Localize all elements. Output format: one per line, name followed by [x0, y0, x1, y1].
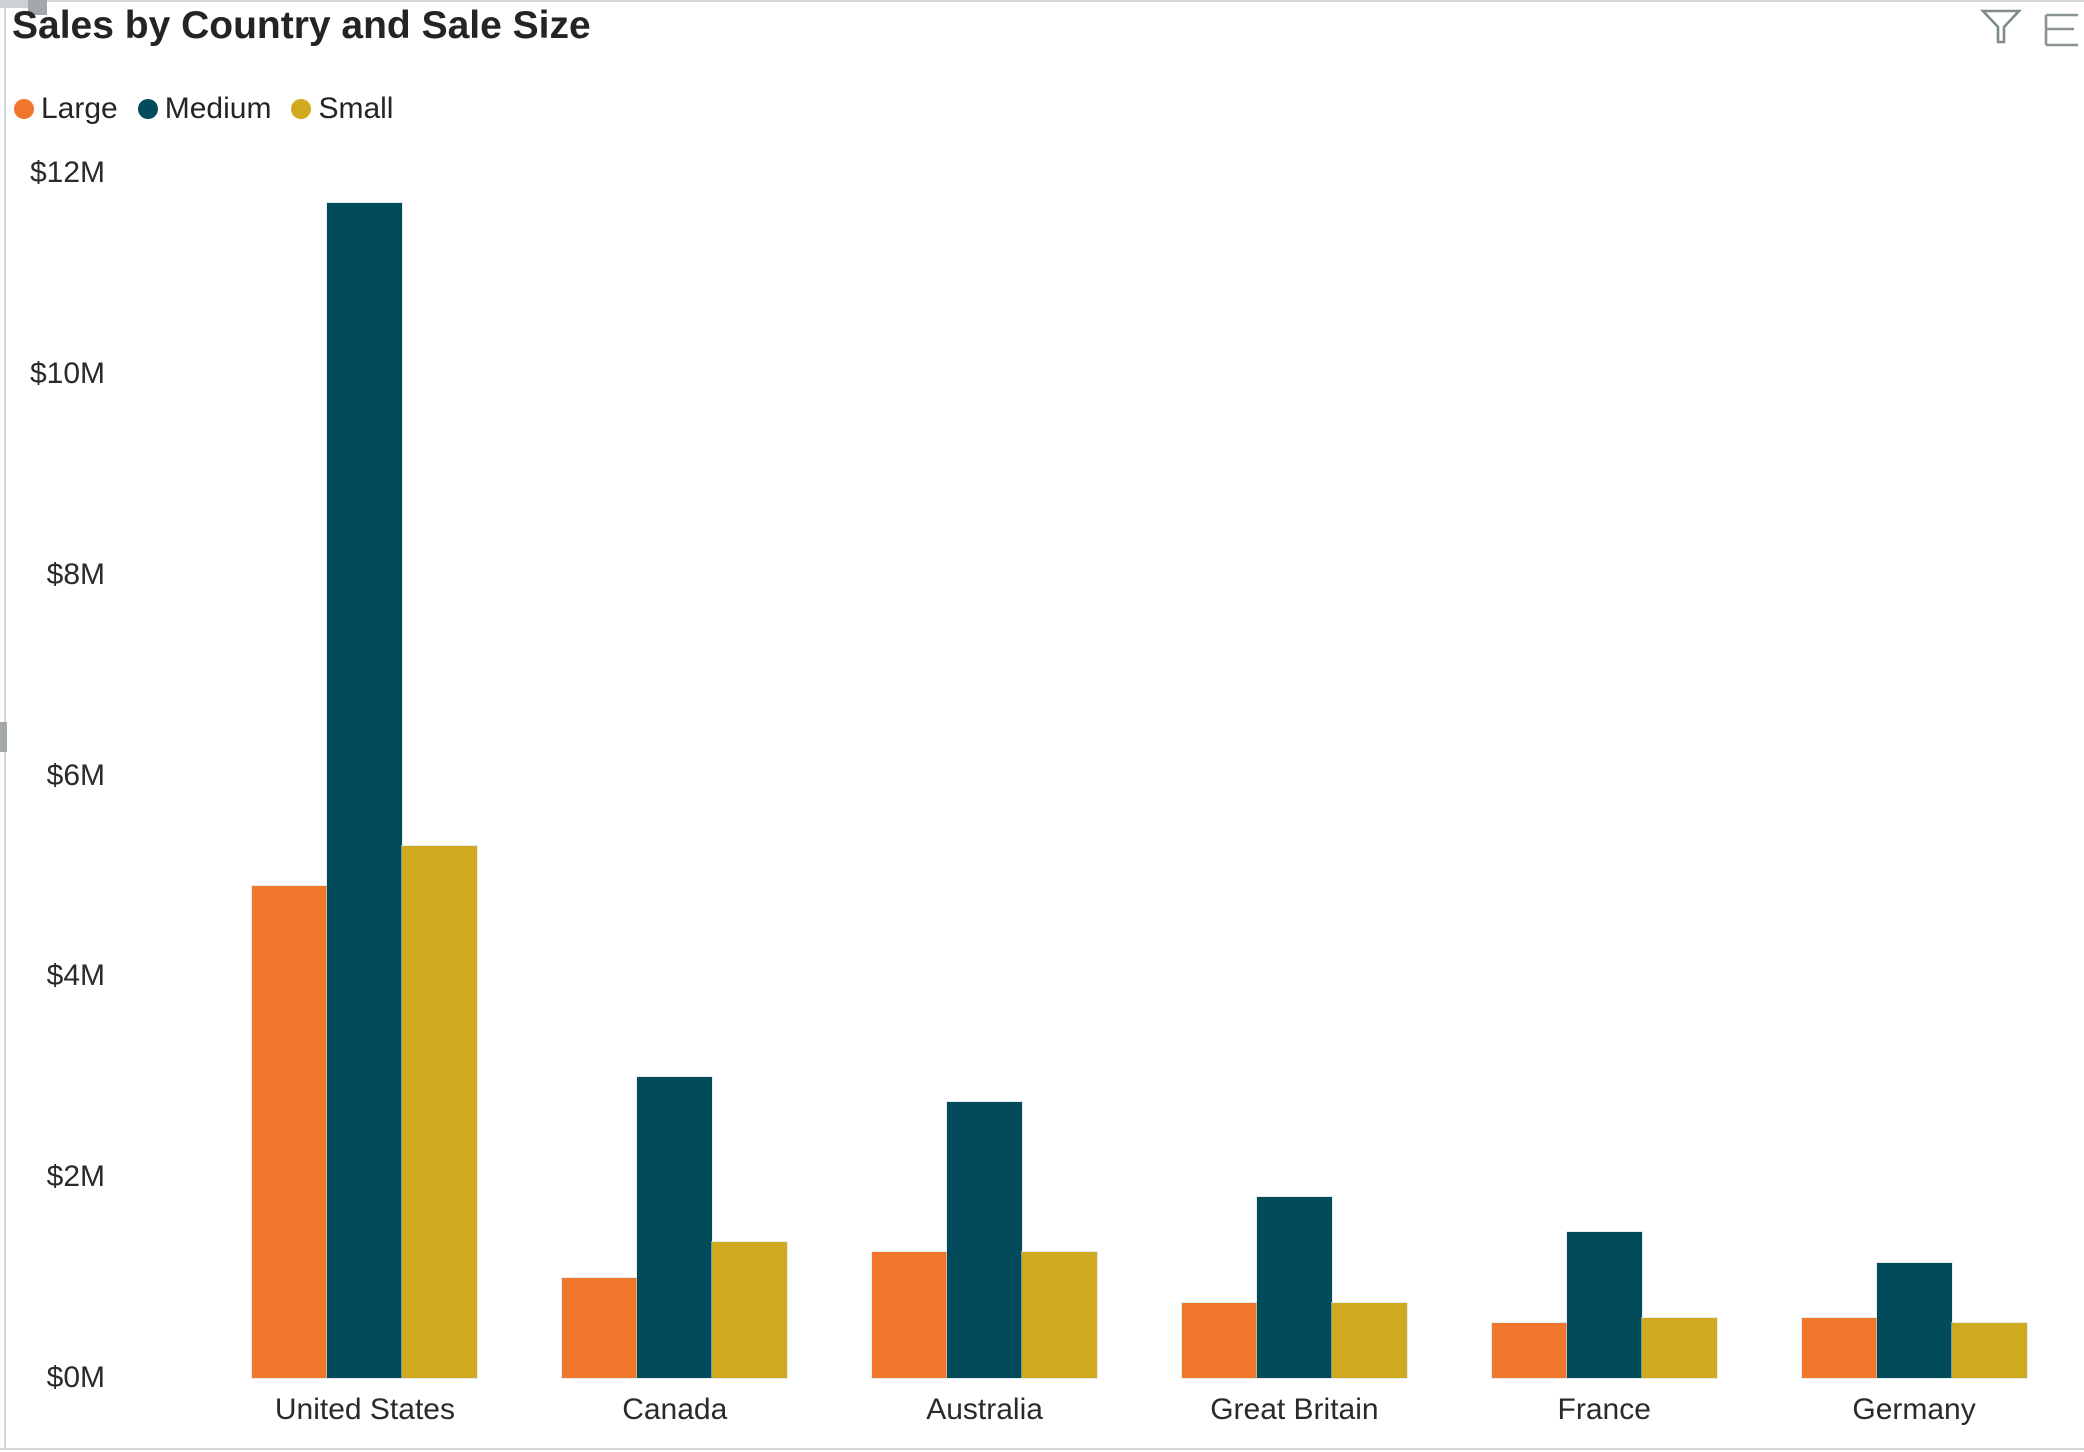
legend-dot-icon: [137, 99, 158, 119]
x-axis-category-label: France: [1557, 1393, 1651, 1426]
x-axis-category-label: Australia: [926, 1393, 1043, 1426]
y-axis: $12M $10M $8M $6M $4M $2M $0M: [0, 0, 105, 1452]
resize-handle-top-strip[interactable]: [0, 0, 38, 8]
legend-item-large[interactable]: Large: [14, 92, 118, 126]
bar-large-france[interactable]: [1491, 1322, 1567, 1378]
resize-handle-left-middle[interactable]: [0, 722, 7, 752]
bar-group-canada: [520, 173, 830, 1378]
y-axis-tick-label: $0M: [46, 1361, 105, 1394]
bar-large-great-britain[interactable]: [1181, 1302, 1257, 1378]
plot-area: [210, 173, 2069, 1378]
bar-group-great-britain: [1139, 173, 1449, 1378]
bar-medium-great-britain[interactable]: [1256, 1197, 1332, 1378]
legend-label: Large: [41, 92, 118, 125]
y-axis-tick-label: $6M: [46, 758, 105, 792]
bar-large-canada[interactable]: [562, 1277, 638, 1378]
bar-medium-germany[interactable]: [1876, 1262, 1952, 1378]
bar-group-germany: [1759, 173, 2069, 1378]
chart-title: Sales by Country and Sale Size: [12, 4, 591, 47]
legend-dot-icon: [14, 99, 34, 119]
x-axis: United States Canada Australia Great Britai…: [210, 1390, 2069, 1434]
legend: Large Medium Small: [14, 92, 393, 126]
bar-medium-australia[interactable]: [947, 1101, 1023, 1378]
bar-large-united-states[interactable]: [252, 885, 328, 1378]
bar-small-germany[interactable]: [1951, 1322, 2027, 1378]
selection-border-top: [0, 0, 2084, 2]
selection-border-bottom: [0, 1448, 2084, 1450]
x-axis-category-label: United States: [274, 1393, 455, 1426]
bar-small-united-states[interactable]: [402, 845, 478, 1378]
bar-small-great-britain[interactable]: [1331, 1302, 1407, 1378]
y-axis-tick-label: $10M: [29, 356, 105, 390]
bar-group-france: [1449, 173, 1759, 1378]
y-axis-tick-label: $2M: [46, 1160, 105, 1194]
y-axis-tick-label: $4M: [46, 959, 105, 993]
bar-large-germany[interactable]: [1801, 1317, 1877, 1378]
bar-medium-france[interactable]: [1566, 1232, 1642, 1378]
legend-item-small[interactable]: Small: [291, 92, 393, 126]
legend-label: Medium: [164, 92, 272, 125]
x-axis-category-label: Great Britain: [1210, 1393, 1379, 1426]
filter-icon[interactable]: [1980, 8, 2022, 46]
bar-small-france[interactable]: [1641, 1317, 1717, 1378]
bar-medium-united-states[interactable]: [327, 203, 403, 1378]
legend-item-medium[interactable]: Medium: [137, 92, 272, 126]
bar-medium-canada[interactable]: [637, 1076, 713, 1378]
y-axis-tick-label: $12M: [29, 156, 105, 189]
options-panel-icon[interactable]: [2044, 13, 2084, 47]
bar-large-australia[interactable]: [872, 1252, 948, 1378]
y-axis-tick-label: $8M: [46, 557, 105, 591]
legend-dot-icon: [291, 99, 312, 119]
legend-label: Small: [318, 92, 394, 125]
x-axis-category-label: Canada: [622, 1393, 728, 1426]
resize-handle-top-left[interactable]: [28, 0, 47, 15]
x-axis-category-label: Germany: [1852, 1393, 1976, 1426]
bar-group-australia: [830, 173, 1140, 1378]
bar-small-australia[interactable]: [1022, 1252, 1098, 1378]
visual-header: [1980, 8, 2084, 47]
bar-group-united-states: [210, 173, 520, 1378]
bar-small-canada[interactable]: [712, 1242, 788, 1378]
